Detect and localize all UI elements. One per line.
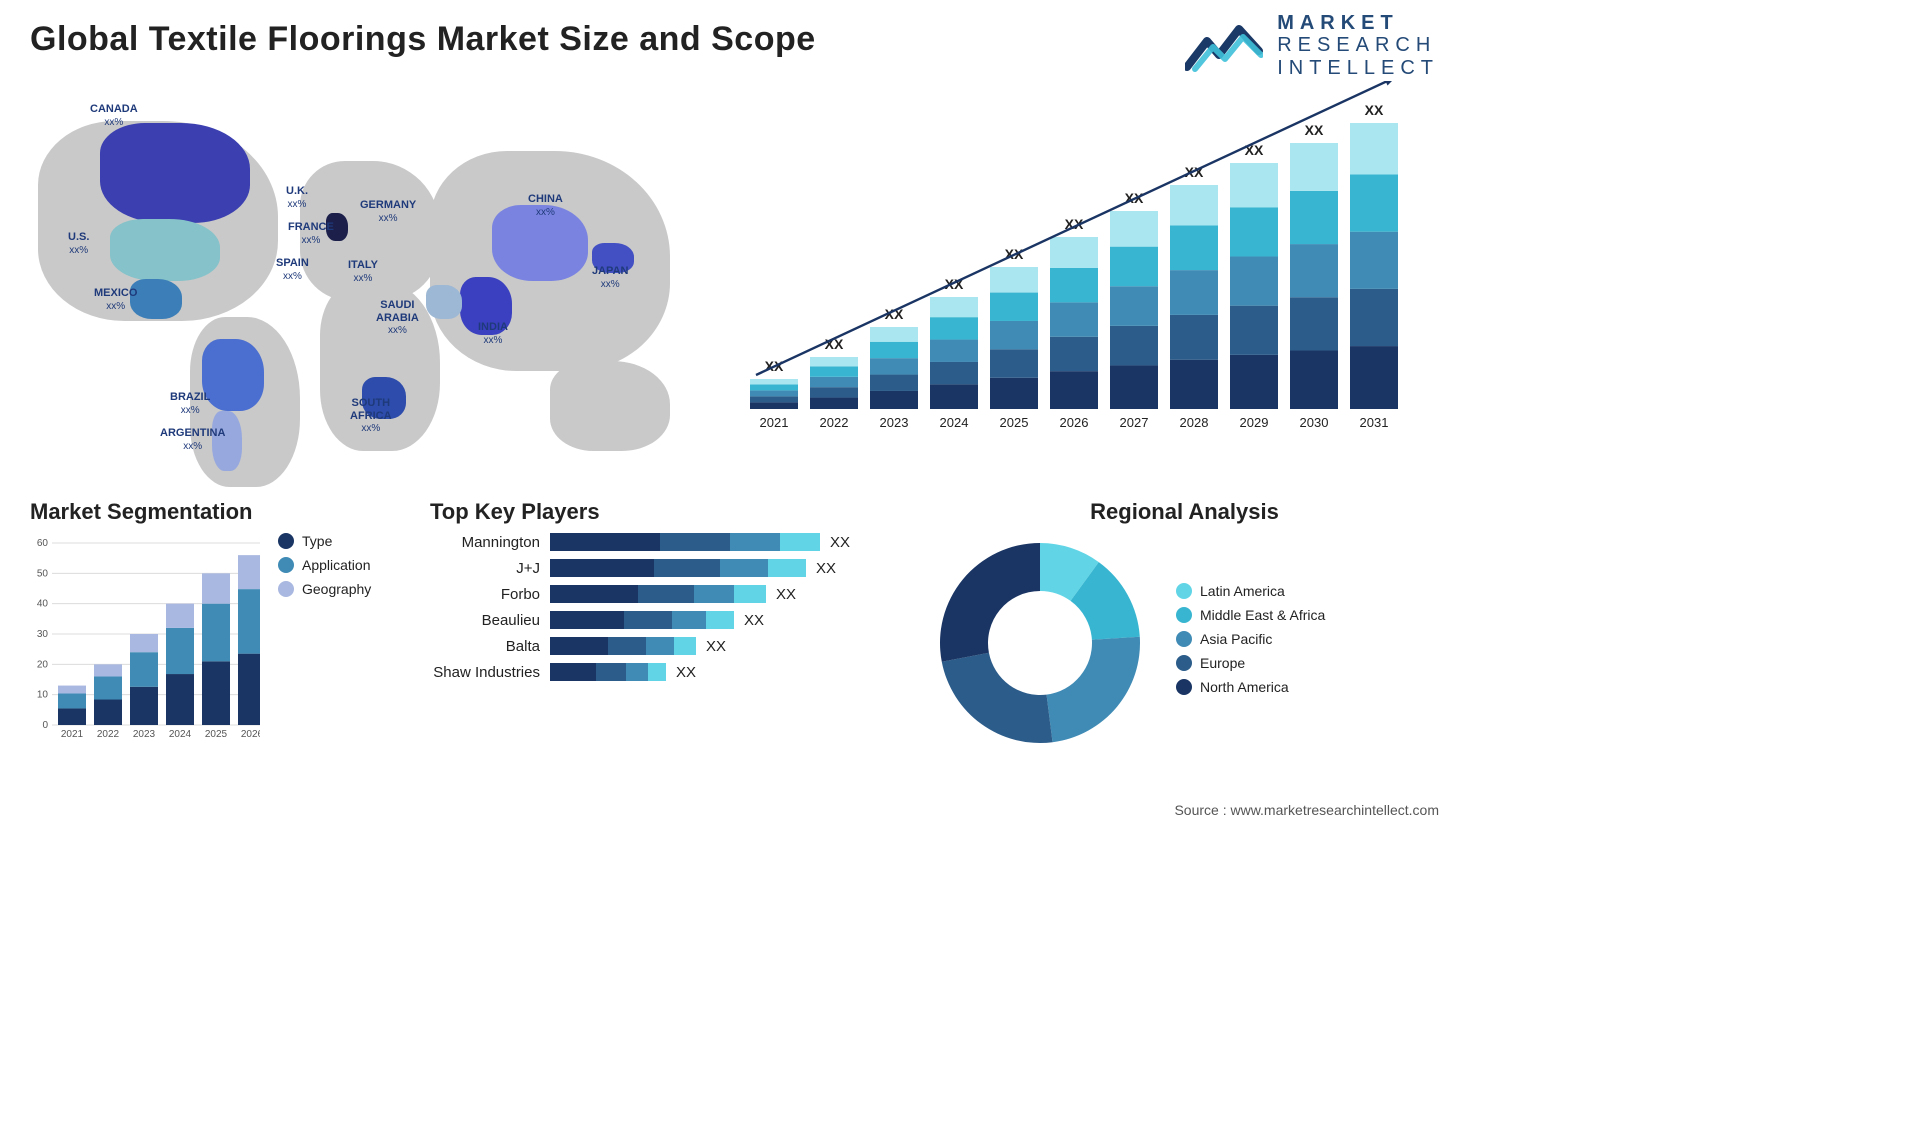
svg-text:2023: 2023 [880, 415, 909, 430]
map-country-shape [202, 339, 264, 411]
svg-text:2028: 2028 [1180, 415, 1209, 430]
svg-text:2031: 2031 [1360, 415, 1389, 430]
svg-text:XX: XX [1245, 142, 1264, 158]
growth-chart: XX2021XX2022XX2023XX2024XX2025XX2026XX20… [740, 81, 1439, 481]
segmentation-legend: Type Application Geography [278, 533, 371, 605]
svg-text:2024: 2024 [940, 415, 969, 430]
svg-text:2025: 2025 [1000, 415, 1029, 430]
segmentation-chart: 0 10 20 30 40 50 60 2021 2022 2023 2024 2025 2026 [30, 533, 260, 743]
legend-item: Geography [278, 581, 371, 597]
players-section: Top Key Players ManningtonXX J+JXX ForboXX… [430, 499, 910, 753]
source-label: Source : www.marketresearchintellect.com [1174, 802, 1439, 818]
player-row: J+JXX [430, 559, 910, 577]
legend-item: Europe [1176, 655, 1325, 671]
svg-text:2029: 2029 [1240, 415, 1269, 430]
legend-item: North America [1176, 679, 1325, 695]
map-label: U.S.xx% [68, 231, 89, 256]
svg-text:50: 50 [37, 568, 49, 579]
player-row: ForboXX [430, 585, 910, 603]
legend-item: Asia Pacific [1176, 631, 1325, 647]
map-label: U.K.xx% [286, 185, 308, 210]
svg-text:0: 0 [42, 720, 48, 731]
player-row: BaltaXX [430, 637, 910, 655]
map-label: INDIAxx% [478, 321, 508, 346]
logo-swoosh-icon [1185, 17, 1263, 75]
logo-text-1: MARKET [1277, 12, 1439, 34]
map-label: SPAINxx% [276, 257, 309, 282]
svg-text:XX: XX [1305, 122, 1324, 138]
logo-text-2: RESEARCH [1277, 34, 1439, 56]
player-row: Shaw IndustriesXX [430, 663, 910, 681]
svg-text:2022: 2022 [97, 729, 120, 740]
svg-text:2021: 2021 [760, 415, 789, 430]
logo-text-3: INTELLECT [1277, 57, 1439, 79]
svg-text:XX: XX [1365, 102, 1384, 118]
brand-logo: MARKET RESEARCH INTELLECT [1185, 12, 1439, 79]
svg-text:2025: 2025 [205, 729, 228, 740]
world-map: CANADAxx% U.S.xx% MEXICOxx% BRAZILxx% ARGENT… [30, 81, 710, 481]
map-label: ITALYxx% [348, 259, 378, 284]
map-label: MEXICOxx% [94, 287, 137, 312]
svg-text:60: 60 [37, 538, 49, 549]
svg-text:2030: 2030 [1300, 415, 1329, 430]
svg-text:2021: 2021 [61, 729, 84, 740]
players-chart: ManningtonXX J+JXX ForboXX BeaulieuXX BaltaX… [430, 533, 910, 681]
svg-text:30: 30 [37, 629, 49, 640]
map-label: BRAZILxx% [170, 391, 210, 416]
map-label: SOUTHAFRICAxx% [350, 397, 392, 435]
map-country-shape [110, 219, 220, 281]
regional-title: Regional Analysis [930, 499, 1439, 525]
regional-donut [930, 533, 1150, 753]
legend-item: Middle East & Africa [1176, 607, 1325, 623]
svg-text:20: 20 [37, 659, 49, 670]
map-country-shape [100, 123, 250, 223]
svg-text:2027: 2027 [1120, 415, 1149, 430]
svg-text:2026: 2026 [1060, 415, 1089, 430]
map-country-shape [426, 285, 462, 319]
legend-item: Latin America [1176, 583, 1325, 599]
map-label: ARGENTINAxx% [160, 427, 225, 452]
segmentation-section: Market Segmentation 0 10 20 30 40 50 60 2021 202… [30, 499, 410, 753]
map-label: CANADAxx% [90, 103, 138, 128]
map-label: JAPANxx% [592, 265, 628, 290]
segmentation-title: Market Segmentation [30, 499, 410, 525]
regional-legend: Latin America Middle East & Africa Asia Pa… [1176, 583, 1325, 703]
svg-text:2023: 2023 [133, 729, 156, 740]
legend-item: Type [278, 533, 371, 549]
players-title: Top Key Players [430, 499, 910, 525]
map-country-shape [130, 279, 182, 319]
svg-text:2024: 2024 [169, 729, 192, 740]
map-label: CHINAxx% [528, 193, 563, 218]
map-label: GERMANYxx% [360, 199, 416, 224]
svg-text:2026: 2026 [241, 729, 260, 740]
map-label: FRANCExx% [288, 221, 334, 246]
map-label: SAUDIARABIAxx% [376, 299, 419, 337]
player-row: ManningtonXX [430, 533, 910, 551]
legend-item: Application [278, 557, 371, 573]
svg-text:10: 10 [37, 690, 49, 701]
svg-text:2022: 2022 [820, 415, 849, 430]
svg-text:40: 40 [37, 599, 49, 610]
player-row: BeaulieuXX [430, 611, 910, 629]
regional-section: Regional Analysis Latin America Middle Ea… [930, 499, 1439, 753]
